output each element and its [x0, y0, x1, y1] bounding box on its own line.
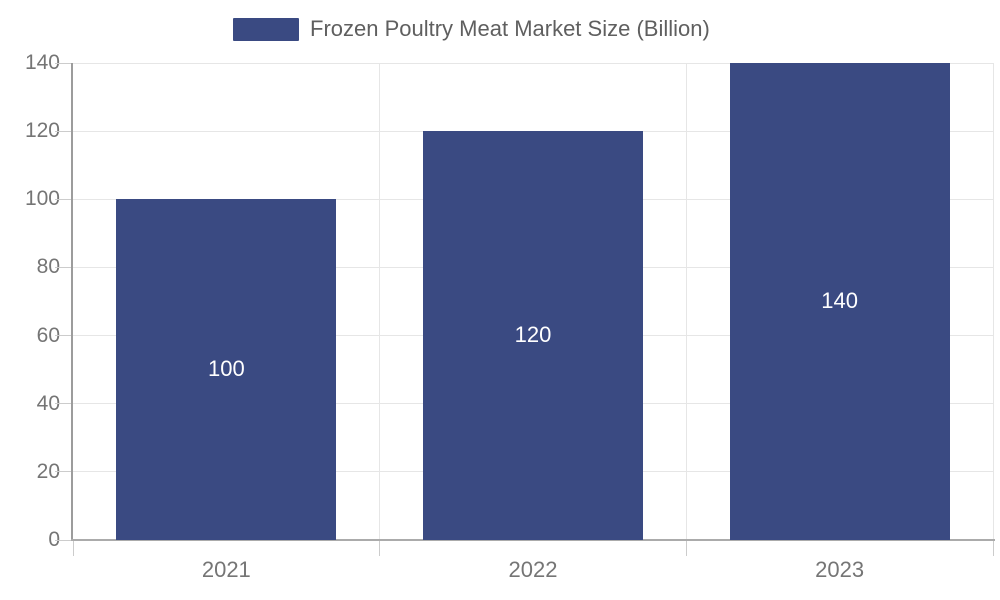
y-axis-tick [55, 266, 71, 268]
y-axis-tick [55, 403, 71, 405]
v-gridline [992, 63, 994, 540]
bar [116, 199, 337, 540]
h-gridline [73, 62, 993, 64]
x-axis-tick [379, 540, 381, 556]
x-tick-label: 2023 [815, 557, 865, 582]
x-axis-line [71, 539, 995, 541]
y-tick-label: 20 [36, 459, 60, 483]
y-tick-label: 140 [24, 51, 60, 74]
bar-value-label: 120 [514, 321, 552, 347]
plot-area: 100 120 140 [55, 62, 995, 556]
x-tick-label: 2021 [201, 557, 251, 582]
bar-value-label: 100 [207, 355, 245, 381]
y-axis-tick [55, 198, 71, 200]
legend-swatch [233, 17, 299, 41]
y-tick-label: 120 [24, 119, 60, 143]
y-axis-tick [55, 471, 71, 473]
v-gridline [685, 63, 687, 540]
v-gridline [379, 63, 381, 540]
x-axis-tick [685, 540, 687, 556]
x-axis-tick [72, 540, 74, 556]
y-tick-label: 60 [36, 323, 60, 347]
y-axis-tick [55, 539, 71, 541]
y-tick-label: 100 [24, 187, 60, 211]
bar-value-label: 140 [821, 287, 859, 313]
x-tick-label: 2022 [508, 557, 558, 582]
bar [423, 131, 643, 540]
y-tick-label: 0 [48, 528, 60, 551]
x-axis-tick [992, 540, 994, 556]
y-tick-label: 80 [36, 255, 60, 279]
legend-label: Frozen Poultry Meat Market Size (Billion… [310, 16, 710, 41]
y-axis-tick [55, 335, 71, 337]
y-tick-label: 40 [36, 391, 60, 415]
y-axis-tick [55, 62, 71, 64]
y-axis-line [71, 63, 73, 540]
y-axis-tick [55, 130, 71, 132]
bar [729, 63, 950, 540]
legend-item[interactable]: Frozen Poultry Meat Market Size (Billion… [233, 16, 710, 42]
